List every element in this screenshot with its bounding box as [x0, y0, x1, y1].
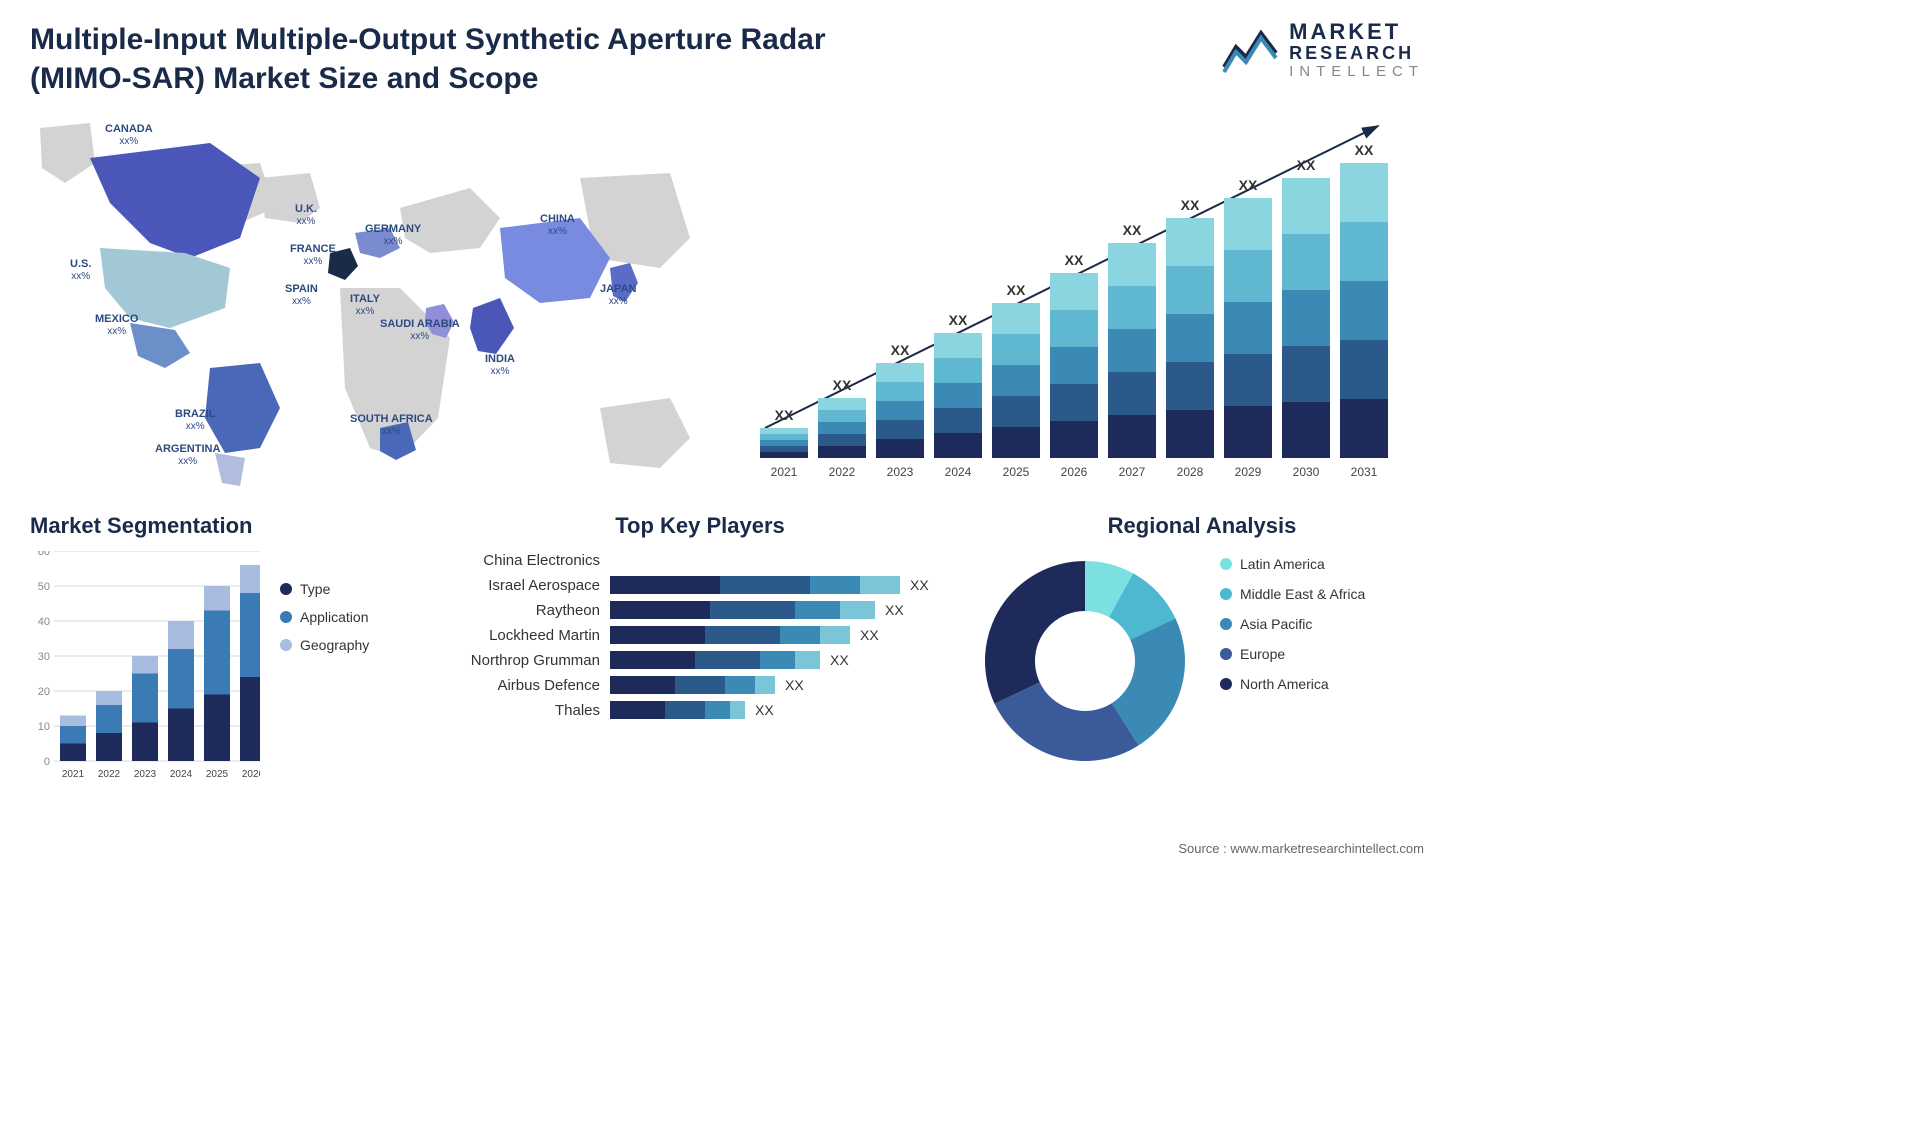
- map-label: SOUTH AFRICAxx%: [350, 413, 433, 438]
- segmentation-panel: Market Segmentation 0 10 20 30 40 50 60 2021 202…: [30, 513, 420, 781]
- svg-text:XX: XX: [1181, 197, 1200, 213]
- svg-text:20: 20: [38, 686, 50, 698]
- svg-text:XX: XX: [1355, 142, 1374, 158]
- svg-text:2023: 2023: [134, 769, 157, 780]
- svg-text:2027: 2027: [1119, 465, 1146, 479]
- map-label: BRAZILxx%: [175, 408, 215, 433]
- players-panel: Top Key Players China Electronics Israel …: [440, 513, 960, 781]
- legend-item: Geography: [280, 637, 369, 653]
- player-row: RaytheonXX: [440, 601, 960, 619]
- source-attribution: Source : www.marketresearchintellect.com: [1178, 841, 1424, 856]
- svg-text:2028: 2028: [1177, 465, 1204, 479]
- page-title: Multiple-Input Multiple-Output Synthetic…: [30, 20, 930, 98]
- svg-text:2022: 2022: [98, 769, 121, 780]
- svg-text:XX: XX: [775, 407, 794, 423]
- map-label: U.S.xx%: [70, 258, 91, 283]
- map-label: SPAINxx%: [285, 283, 318, 308]
- svg-text:XX: XX: [1007, 282, 1026, 298]
- map-label: MEXICOxx%: [95, 313, 138, 338]
- svg-text:2026: 2026: [242, 769, 260, 780]
- svg-text:XX: XX: [1239, 177, 1258, 193]
- svg-text:50: 50: [38, 581, 50, 593]
- map-label: JAPANxx%: [600, 283, 636, 308]
- players-title: Top Key Players: [440, 513, 960, 539]
- svg-text:XX: XX: [1297, 157, 1316, 173]
- svg-text:2021: 2021: [62, 769, 85, 780]
- svg-text:60: 60: [38, 551, 50, 558]
- legend-item: Type: [280, 581, 369, 597]
- svg-text:2023: 2023: [887, 465, 914, 479]
- map-label: ITALYxx%: [350, 293, 380, 318]
- svg-text:XX: XX: [1123, 222, 1142, 238]
- logo-line2: RESEARCH: [1289, 44, 1424, 64]
- world-map: CANADAxx% U.S.xx% MEXICOxx% BRAZILxx% ARGENT…: [30, 108, 710, 488]
- svg-text:2025: 2025: [1003, 465, 1030, 479]
- svg-text:XX: XX: [949, 312, 968, 328]
- svg-text:30: 30: [38, 651, 50, 663]
- svg-text:0: 0: [44, 756, 50, 768]
- svg-text:2022: 2022: [829, 465, 856, 479]
- map-label: CHINAxx%: [540, 213, 575, 238]
- regional-panel: Regional Analysis Latin America Middle Ea…: [980, 513, 1424, 781]
- svg-text:40: 40: [38, 616, 50, 628]
- map-label: CANADAxx%: [105, 123, 153, 148]
- svg-text:2025: 2025: [206, 769, 229, 780]
- svg-text:2024: 2024: [170, 769, 193, 780]
- legend-item: Asia Pacific: [1220, 616, 1365, 632]
- map-label: ARGENTINAxx%: [155, 443, 220, 468]
- player-row: ThalesXX: [440, 701, 960, 719]
- legend-item: Application: [280, 609, 369, 625]
- regional-title: Regional Analysis: [980, 513, 1424, 539]
- svg-text:2029: 2029: [1235, 465, 1262, 479]
- player-row: China Electronics: [440, 551, 960, 569]
- brand-logo: MARKET RESEARCH INTELLECT: [1221, 20, 1424, 80]
- svg-text:2031: 2031: [1351, 465, 1378, 479]
- svg-text:2030: 2030: [1293, 465, 1320, 479]
- player-row: Airbus DefenceXX: [440, 676, 960, 694]
- legend-item: North America: [1220, 676, 1365, 692]
- map-label: INDIAxx%: [485, 353, 515, 378]
- map-label: GERMANYxx%: [365, 223, 421, 248]
- legend-item: Latin America: [1220, 556, 1365, 572]
- svg-text:2026: 2026: [1061, 465, 1088, 479]
- player-row: Lockheed MartinXX: [440, 626, 960, 644]
- logo-line1: MARKET: [1289, 20, 1424, 44]
- svg-text:10: 10: [38, 721, 50, 733]
- svg-text:XX: XX: [833, 377, 852, 393]
- map-label: U.K.xx%: [295, 203, 317, 228]
- legend-item: Middle East & Africa: [1220, 586, 1365, 602]
- logo-line3: INTELLECT: [1289, 64, 1424, 81]
- svg-text:XX: XX: [891, 342, 910, 358]
- map-label: FRANCExx%: [290, 243, 336, 268]
- player-row: Northrop GrummanXX: [440, 651, 960, 669]
- growth-bar-chart: 2021 XX 2022 XX 2023 XX 2024 XX 2025 XX 2026 XX 2027…: [740, 108, 1424, 488]
- logo-mark-icon: [1221, 25, 1281, 75]
- player-row: Israel AerospaceXX: [440, 576, 960, 594]
- svg-text:2024: 2024: [945, 465, 972, 479]
- svg-text:2021: 2021: [771, 465, 798, 479]
- svg-text:XX: XX: [1065, 252, 1084, 268]
- segmentation-title: Market Segmentation: [30, 513, 420, 539]
- map-label: SAUDI ARABIAxx%: [380, 318, 460, 343]
- legend-item: Europe: [1220, 646, 1365, 662]
